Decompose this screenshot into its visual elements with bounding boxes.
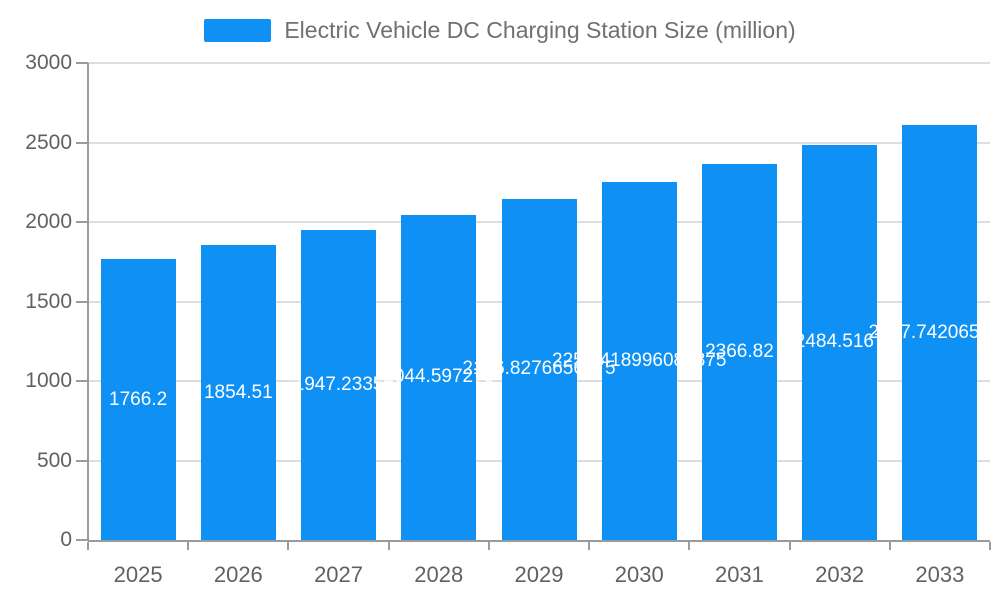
bar-2025[interactable] xyxy=(100,259,176,540)
gridline xyxy=(88,141,990,144)
legend[interactable]: Electric Vehicle DC Charging Station Siz… xyxy=(0,17,1000,43)
bar-value-label: 2484.5167 xyxy=(794,331,885,353)
x-axis-tick-label: 2026 xyxy=(213,562,263,587)
bar-value-label: 1766.2 xyxy=(109,388,168,410)
bar-2027[interactable] xyxy=(301,230,377,540)
bar-value-label: 2146.8276656875 xyxy=(462,358,616,380)
bar-2029[interactable] xyxy=(501,198,577,540)
bar-value-label: 1854.51 xyxy=(203,381,273,403)
y-axis-tick-label: 2000 xyxy=(25,210,72,233)
gridline xyxy=(88,62,990,64)
y-axis-tick-label: 1500 xyxy=(25,289,72,313)
y-axis-tick-label: 3000 xyxy=(25,51,72,74)
y-axis-tick-label: 500 xyxy=(36,448,72,472)
x-axis-tick xyxy=(287,542,290,550)
x-axis-tick-label: 2030 xyxy=(614,562,664,587)
bar-value-label: 2607.742065875 xyxy=(868,321,1000,343)
y-axis-tick xyxy=(76,459,88,462)
x-axis-tick xyxy=(788,542,791,550)
y-axis-tick xyxy=(76,380,88,382)
x-axis-tick-label: 2033 xyxy=(915,562,965,587)
x-axis-tick xyxy=(688,542,691,550)
y-axis-tick xyxy=(76,300,88,303)
bar-2033[interactable] xyxy=(902,125,978,540)
legend-swatch-icon xyxy=(204,18,272,42)
x-axis-tick-label: 2032 xyxy=(815,562,865,587)
x-axis-tick xyxy=(888,542,891,550)
x-axis-tick xyxy=(588,542,591,550)
y-axis-tick-label: 1000 xyxy=(25,369,72,392)
x-axis-line xyxy=(88,540,990,542)
x-axis-tick xyxy=(989,542,991,550)
x-axis-tick-label: 2031 xyxy=(714,562,764,587)
x-axis-tick-label: 2025 xyxy=(113,562,163,587)
x-axis-tick-label: 2027 xyxy=(314,562,364,587)
bar-value-label: 1947.2335 xyxy=(293,374,384,396)
bar-2028[interactable] xyxy=(401,214,477,540)
y-axis-tick-label: 0 xyxy=(60,528,72,551)
x-axis-tick xyxy=(487,542,490,550)
y-axis-tick xyxy=(76,62,88,64)
y-axis-tick xyxy=(76,539,88,541)
bar-value-label: 2366.82 xyxy=(705,340,774,362)
y-axis-tick xyxy=(76,141,88,144)
bar-2030[interactable] xyxy=(601,181,677,540)
y-axis-tick-label: 2500 xyxy=(25,130,72,154)
x-axis-tick xyxy=(387,542,390,550)
bar-2031[interactable] xyxy=(701,163,777,540)
bar-value-label: 2044.597275 xyxy=(383,366,495,388)
x-axis-tick-label: 2029 xyxy=(514,562,564,587)
x-axis-tick-label: 2028 xyxy=(414,562,464,587)
bar-2032[interactable] xyxy=(802,144,878,540)
x-axis-tick xyxy=(187,542,190,550)
y-axis-line xyxy=(87,63,89,540)
y-axis-tick xyxy=(76,221,88,223)
bar-value-label: 2253.418996088875 xyxy=(552,349,727,371)
legend-label: Electric Vehicle DC Charging Station Siz… xyxy=(284,17,796,43)
bar-2026[interactable] xyxy=(200,245,276,540)
x-axis-tick xyxy=(87,542,89,550)
